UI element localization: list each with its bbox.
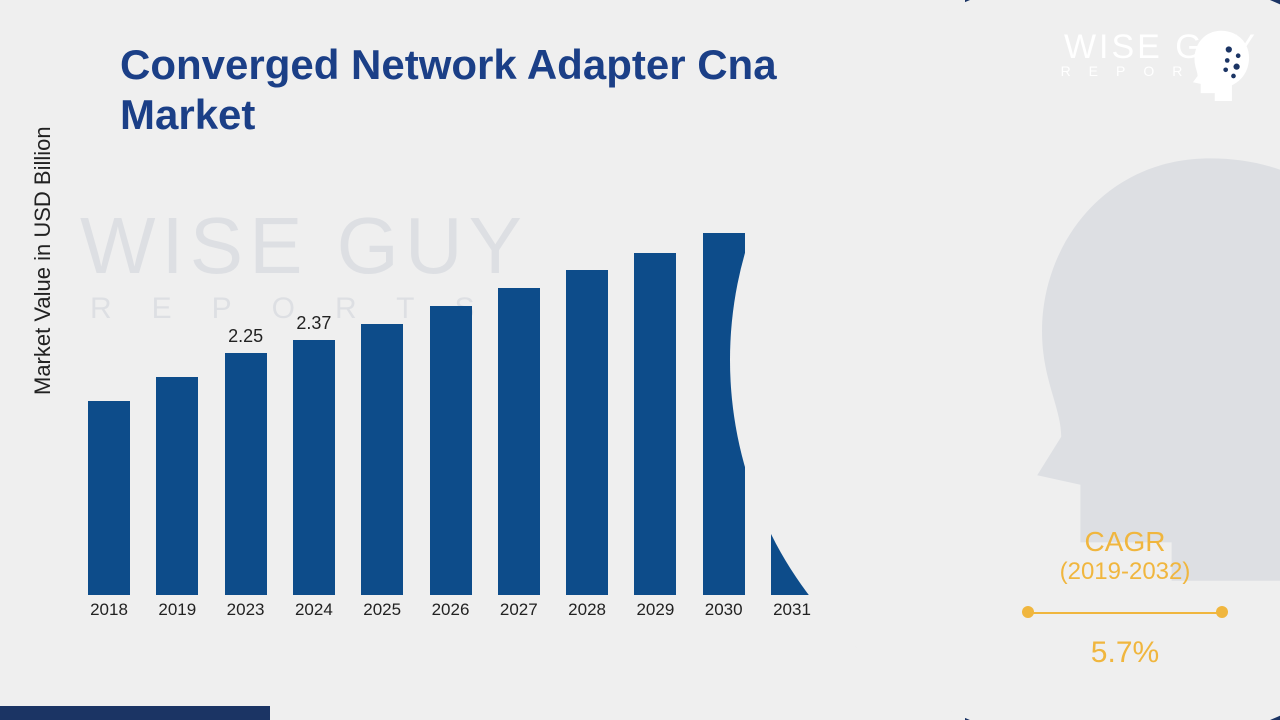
bar-value-label: 2.37 xyxy=(296,313,331,334)
bar xyxy=(430,306,472,595)
bottom-stripe xyxy=(0,706,270,720)
x-tick-label: 2019 xyxy=(158,600,196,620)
cagr-box: CAGR (2019-2032) 5.7% xyxy=(1010,526,1240,670)
canvas: WISE GUY REPORTS Converged Network Adapt… xyxy=(0,0,1280,720)
bar xyxy=(634,253,676,595)
bar xyxy=(498,288,540,595)
x-tick-label: 2028 xyxy=(568,600,606,620)
logo-head-icon xyxy=(1182,24,1260,114)
x-tick-label: 2026 xyxy=(432,600,470,620)
x-tick-label: 2030 xyxy=(705,600,743,620)
y-axis-label: Market Value in USD Billion xyxy=(30,126,56,395)
cagr-line xyxy=(1028,612,1222,614)
x-ticks: 2018 2019 2023 2024 2025 2026 2027 2028 2029 2030… xyxy=(78,600,898,630)
x-tick-label: 2029 xyxy=(636,600,674,620)
right-panel: WISE GUY REPORTS CAGR (2019-2032) 5.7% xyxy=(965,0,1280,720)
bar-value-label: 2.25 xyxy=(228,326,263,347)
cagr-dot-right xyxy=(1216,606,1228,618)
cagr-dot-left xyxy=(1022,606,1034,618)
x-tick-label: 2024 xyxy=(295,600,333,620)
logo: WISE GUY REPORTS xyxy=(988,28,1258,79)
x-tick-label: 2027 xyxy=(500,600,538,620)
bar xyxy=(361,324,403,595)
x-tick-label: 2031 xyxy=(773,600,811,620)
cagr-title: CAGR xyxy=(1010,526,1240,558)
cagr-range: (2019-2032) xyxy=(1010,558,1240,586)
bar xyxy=(293,340,335,595)
chart-title: Converged Network Adapter Cna Market xyxy=(120,40,860,139)
bar xyxy=(225,353,267,595)
x-tick-label: 2018 xyxy=(90,600,128,620)
x-tick-label: 2025 xyxy=(363,600,401,620)
cagr-value: 5.7% xyxy=(1010,636,1240,670)
bar xyxy=(156,377,198,595)
x-tick-label: 2023 xyxy=(227,600,265,620)
bar xyxy=(566,270,608,595)
cagr-divider xyxy=(1028,602,1222,622)
bar xyxy=(88,401,130,595)
